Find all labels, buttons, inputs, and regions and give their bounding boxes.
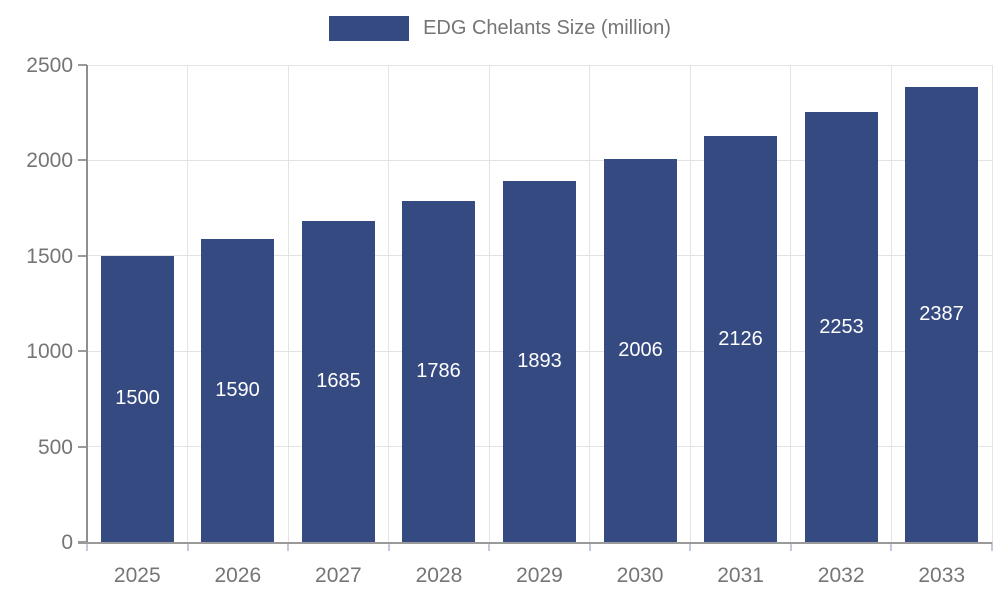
bar-2026: 1590	[201, 238, 274, 542]
bar-2031: 2126	[704, 136, 777, 542]
legend-label: EDG Chelants Size (million)	[423, 17, 671, 39]
x-axis-tick	[86, 542, 88, 551]
bar-2028: 1786	[402, 201, 475, 542]
bar-2029: 1893	[503, 180, 576, 542]
y-axis-tick-label: 2500	[26, 54, 73, 77]
x-axis-tick	[488, 542, 491, 551]
x-axis-tick-label: 2026	[214, 564, 262, 587]
bar-value-label: 1786	[416, 360, 461, 383]
bar-value-label: 2387	[919, 302, 964, 325]
gridline-vertical	[488, 65, 490, 542]
x-axis-tick-label: 2032	[817, 564, 865, 587]
gridline-horizontal	[87, 159, 992, 161]
gridline-vertical	[890, 65, 892, 542]
y-axis-tick	[78, 159, 87, 162]
gridline-vertical	[991, 65, 993, 542]
x-axis-tick-label: 2029	[516, 564, 563, 587]
bar-value-label: 2253	[819, 315, 864, 338]
gridline-vertical	[287, 65, 289, 542]
x-axis-tick-label: 2030	[616, 564, 664, 587]
y-axis-tick-label: 1500	[26, 244, 73, 268]
y-axis-tick	[78, 350, 87, 353]
x-axis-tick	[186, 542, 189, 551]
gridline-vertical	[790, 65, 792, 542]
legend[interactable]: EDG Chelants Size (million)	[0, 16, 1000, 41]
y-axis-tick	[78, 254, 87, 257]
x-axis-tick-label: 2027	[315, 564, 362, 587]
bar-2025: 1500	[101, 255, 174, 542]
gridline-vertical	[187, 65, 189, 542]
x-axis-tick	[991, 542, 993, 551]
y-axis-tick	[78, 445, 87, 448]
y-axis-tick-label: 500	[37, 435, 73, 459]
x-axis-tick-label: 2031	[717, 564, 764, 587]
x-axis-line	[78, 542, 992, 544]
y-axis-tick	[78, 64, 87, 66]
bar-value-label: 1685	[316, 369, 361, 392]
bar-2033: 2387	[905, 86, 978, 542]
legend-swatch	[329, 16, 410, 41]
gridline-vertical	[689, 65, 691, 542]
bar-2030: 2006	[604, 159, 677, 542]
gridline-horizontal	[87, 64, 992, 66]
x-axis-tick-label: 2028	[415, 564, 463, 587]
y-axis-line	[86, 65, 88, 544]
bar-value-label: 1893	[517, 349, 562, 372]
x-axis-tick-label: 2033	[918, 564, 966, 587]
bar-value-label: 1590	[215, 378, 260, 401]
gridline-vertical	[589, 65, 591, 542]
bar-value-label: 2126	[718, 327, 763, 350]
x-axis-tick	[890, 542, 893, 551]
y-axis-tick-label: 0	[61, 531, 73, 554]
x-axis-tick	[689, 542, 692, 551]
x-axis-tick	[588, 542, 591, 551]
x-axis-tick	[387, 542, 390, 551]
bar-2032: 2253	[805, 112, 878, 542]
y-axis-tick-label: 1000	[26, 340, 73, 364]
bar-value-label: 1500	[115, 387, 160, 410]
gridline-vertical	[388, 65, 390, 542]
x-axis-tick-label: 2025	[113, 564, 161, 587]
x-axis-tick	[789, 542, 792, 551]
y-axis-tick-label: 2000	[26, 149, 73, 173]
x-axis-tick	[287, 542, 290, 551]
bar-value-label: 2006	[618, 339, 663, 362]
bar-2027: 1685	[302, 220, 375, 542]
